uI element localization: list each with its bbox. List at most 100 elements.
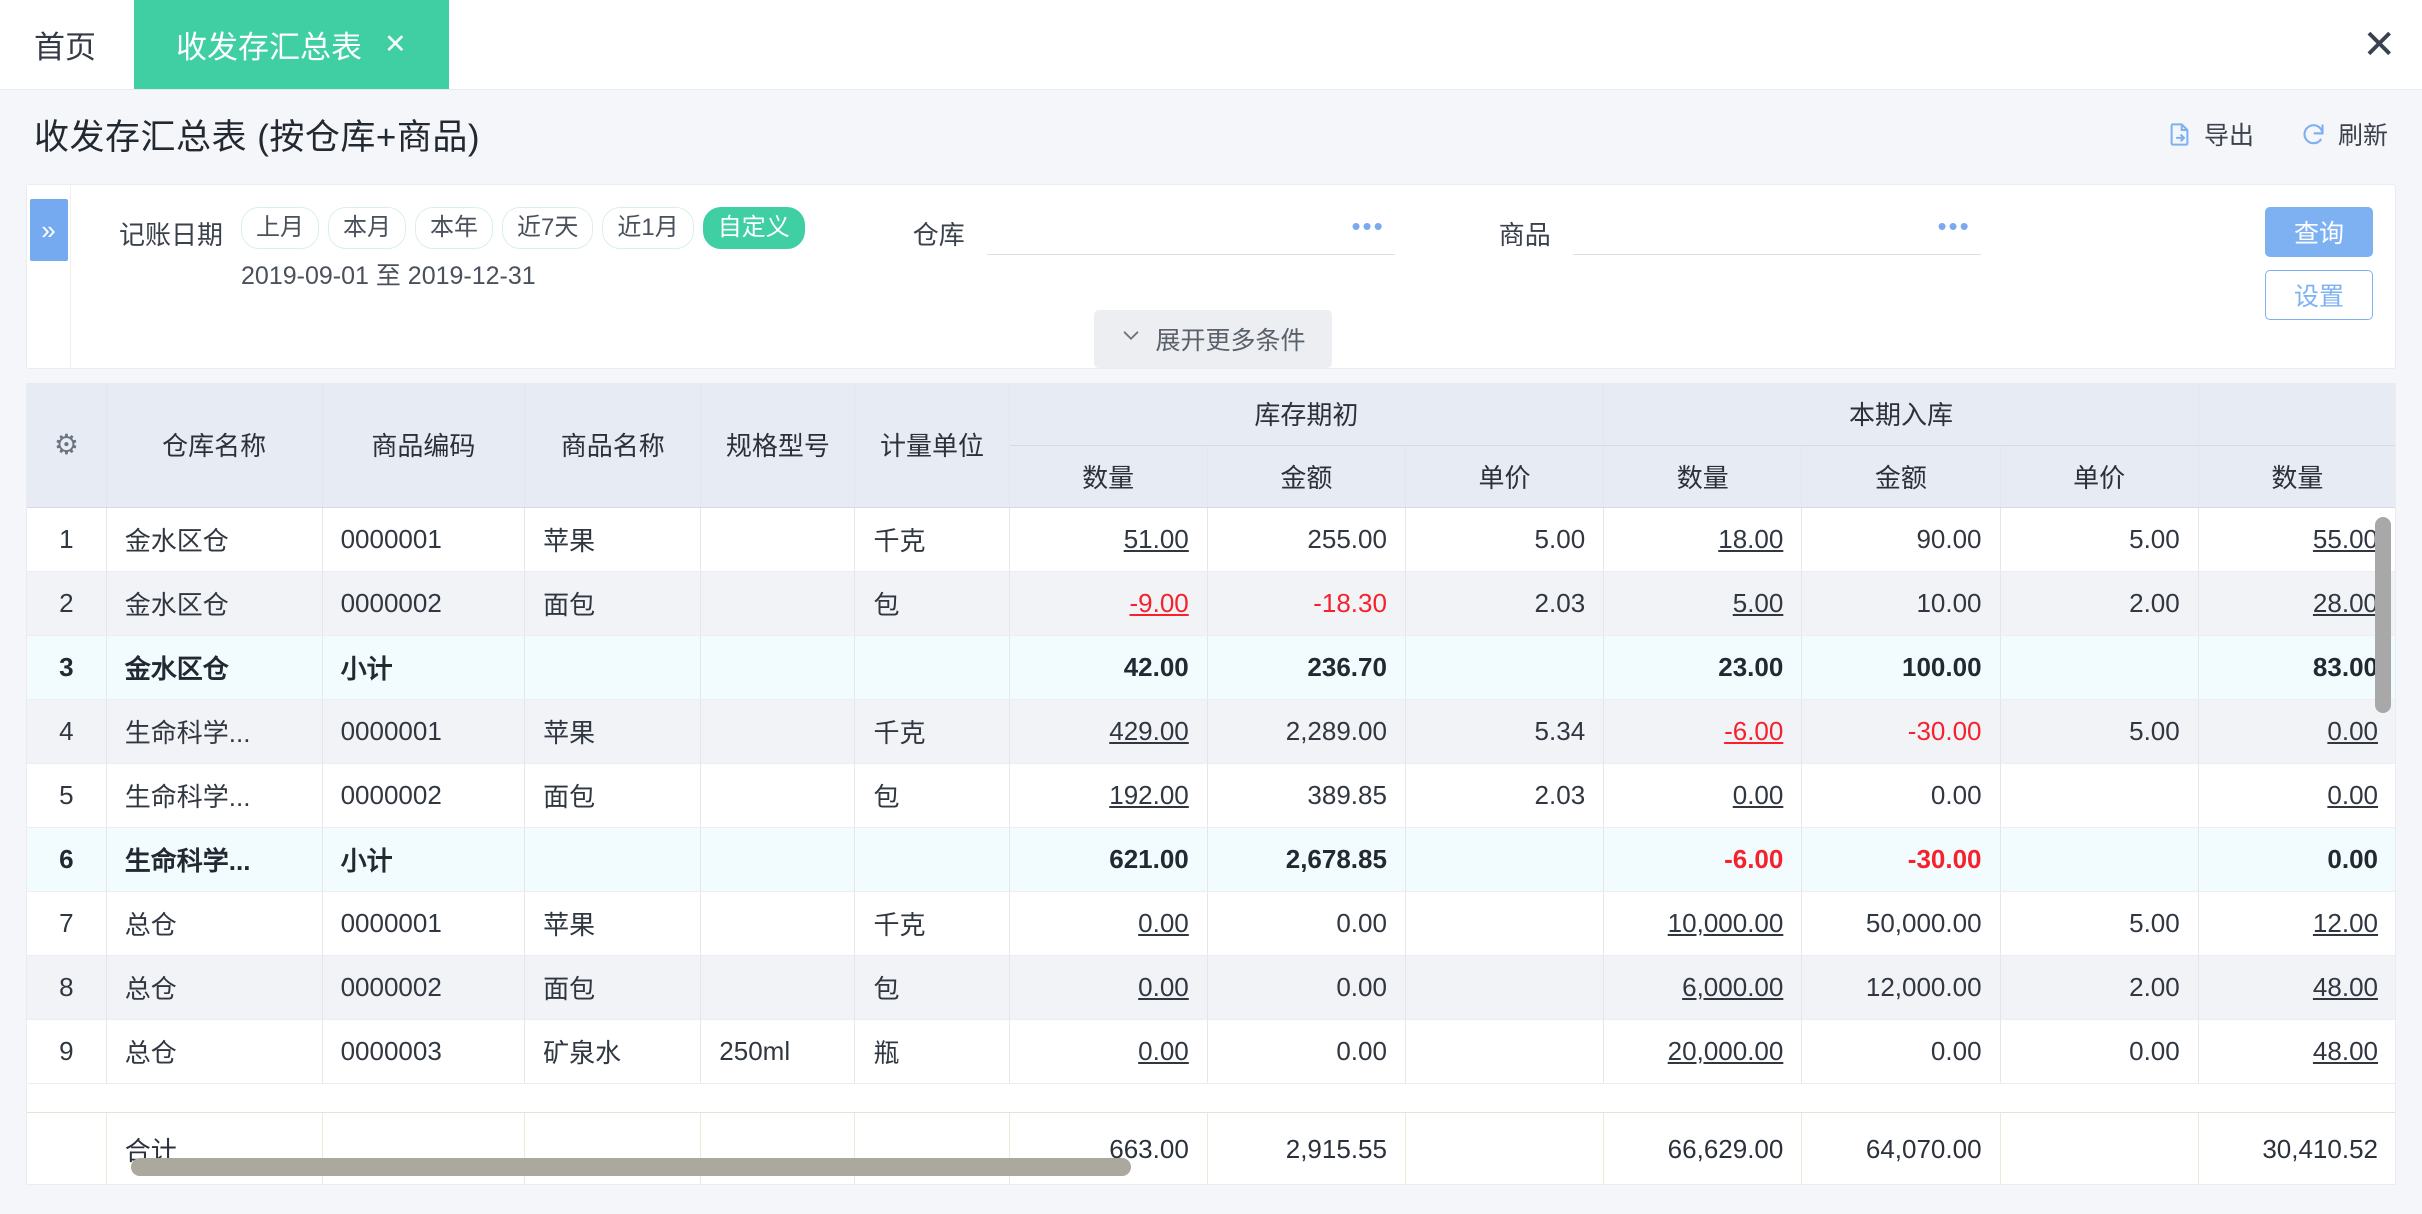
cell-opening-qty-link[interactable]: 0.00 bbox=[1138, 907, 1189, 938]
refresh-button[interactable]: 刷新 bbox=[2300, 116, 2388, 152]
cell-opening-qty[interactable]: 51.00 bbox=[1009, 507, 1208, 572]
settings-button[interactable]: 设置 bbox=[2265, 270, 2373, 320]
date-range-text[interactable]: 2019-09-01 至 2019-12-31 bbox=[241, 262, 536, 290]
tab-home[interactable]: 首页 bbox=[0, 0, 134, 89]
table-row[interactable]: 8 总仓 0000002 面包 包 0.00 0.00 6,000.00 12,000.00 2.… bbox=[27, 955, 2395, 1020]
table-row[interactable]: 3 金水区仓 小计 42.00 236.70 23.00 100.00 83.00 bbox=[27, 635, 2395, 700]
cell-unit: 瓶 bbox=[854, 1019, 1010, 1084]
th-product-name[interactable]: 商品名称 bbox=[524, 383, 702, 508]
th-outbound-qty[interactable]: 数量 bbox=[2198, 445, 2395, 508]
cell-opening-qty[interactable]: -9.00 bbox=[1009, 571, 1208, 636]
cell-outbound-qty[interactable]: 0.00 bbox=[2198, 699, 2395, 764]
th-inbound-price[interactable]: 单价 bbox=[2000, 445, 2199, 508]
cell-inbound-qty-link[interactable]: 20,000.00 bbox=[1667, 1035, 1784, 1066]
cell-inbound-qty[interactable]: 10,000.00 bbox=[1603, 891, 1803, 956]
table-row[interactable]: 2 金水区仓 0000002 面包 包 -9.00 -18.30 2.03 5.00 10.00 2… bbox=[27, 571, 2395, 636]
product-input[interactable]: ••• bbox=[1572, 207, 1981, 255]
tab-inventory-summary[interactable]: 收发存汇总表 ✕ bbox=[134, 0, 449, 89]
cell-opening-qty[interactable]: 0.00 bbox=[1009, 955, 1208, 1020]
cell-outbound-qty[interactable]: 48.00 bbox=[2198, 955, 2395, 1020]
cell-inbound-qty-link[interactable]: -6.00 bbox=[1724, 715, 1784, 746]
cell-row-index: 7 bbox=[27, 891, 107, 956]
cell-opening-qty-link[interactable]: -9.00 bbox=[1129, 587, 1189, 618]
cell-row-index: 6 bbox=[27, 827, 107, 892]
cell-unit bbox=[854, 827, 1010, 892]
th-unit[interactable]: 计量单位 bbox=[854, 383, 1010, 508]
cell-outbound-qty-link[interactable]: 48.00 bbox=[2312, 1035, 2378, 1066]
th-opening-amount[interactable]: 金额 bbox=[1207, 445, 1406, 508]
cell-opening-qty: 621.00 bbox=[1009, 827, 1208, 892]
date-chip-this-year[interactable]: 本年 bbox=[415, 207, 494, 249]
cell-outbound-qty-link[interactable]: 12.00 bbox=[2312, 907, 2378, 938]
query-button[interactable]: 查询 bbox=[2265, 207, 2373, 257]
cell-inbound-qty-link[interactable]: 6,000.00 bbox=[1682, 971, 1784, 1002]
cell-opening-qty-link[interactable]: 51.00 bbox=[1123, 523, 1189, 554]
cell-inbound-qty-link[interactable]: 0.00 bbox=[1732, 779, 1784, 810]
cell-spec-model bbox=[700, 635, 856, 700]
th-product-code[interactable]: 商品编码 bbox=[322, 383, 526, 508]
cell-inbound-qty[interactable]: 20,000.00 bbox=[1603, 1019, 1803, 1084]
window-close-icon[interactable]: ✕ bbox=[2362, 22, 2396, 67]
cell-inbound-qty-link[interactable]: 10,000.00 bbox=[1667, 907, 1784, 938]
table-row[interactable]: 6 生命科学... 小计 621.00 2,678.85 -6.00 -30.00 0.00 bbox=[27, 827, 2395, 892]
cell-inbound-amount-value: -30.00 bbox=[1907, 843, 1982, 874]
cell-inbound-qty[interactable]: -6.00 bbox=[1603, 699, 1803, 764]
cell-product-code: 0000003 bbox=[322, 1019, 526, 1084]
cell-opening-qty[interactable]: 0.00 bbox=[1009, 1019, 1208, 1084]
cell-inbound-qty[interactable]: 6,000.00 bbox=[1603, 955, 1803, 1020]
th-inbound-qty[interactable]: 数量 bbox=[1603, 445, 1803, 508]
cell-inbound-qty-link[interactable]: 5.00 bbox=[1732, 587, 1784, 618]
cell-opening-amount-value: 2,678.85 bbox=[1285, 843, 1387, 874]
date-chip-this-month[interactable]: 本月 bbox=[328, 207, 407, 249]
table-row[interactable]: 4 生命科学... 0000001 苹果 千克 429.00 2,289.00 5.34 -6.… bbox=[27, 699, 2395, 764]
date-chip-last-month[interactable]: 上月 bbox=[241, 207, 320, 249]
collapse-icon[interactable]: » bbox=[29, 199, 68, 261]
th-warehouse-name[interactable]: 仓库名称 bbox=[106, 383, 323, 508]
cell-outbound-qty-link[interactable]: 48.00 bbox=[2312, 971, 2378, 1002]
table-row[interactable]: 9 总仓 0000003 矿泉水 250ml 瓶 0.00 0.00 20,000.00 0.00… bbox=[27, 1019, 2395, 1084]
date-chip-last-7-days[interactable]: 近7天 bbox=[502, 207, 594, 249]
cell-opening-qty-link[interactable]: 0.00 bbox=[1138, 1035, 1189, 1066]
cell-outbound-qty[interactable]: 28.00 bbox=[2198, 571, 2395, 636]
cell-opening-qty-link[interactable]: 192.00 bbox=[1109, 779, 1189, 810]
cell-outbound-qty[interactable]: 12.00 bbox=[2198, 891, 2395, 956]
th-opening-qty[interactable]: 数量 bbox=[1009, 445, 1208, 508]
warehouse-more-icon[interactable]: ••• bbox=[1351, 211, 1385, 241]
vertical-scrollbar[interactable] bbox=[2375, 517, 2391, 713]
th-spec-model[interactable]: 规格型号 bbox=[700, 383, 856, 508]
cell-outbound-qty[interactable]: 48.00 bbox=[2198, 1019, 2395, 1084]
cell-outbound-qty[interactable]: 0.00 bbox=[2198, 763, 2395, 828]
cell-opening-qty-link[interactable]: 429.00 bbox=[1109, 715, 1189, 746]
table-row[interactable]: 1 金水区仓 0000001 苹果 千克 51.00 255.00 5.00 18.00 90.0… bbox=[27, 507, 2395, 572]
th-opening-price[interactable]: 单价 bbox=[1405, 445, 1605, 508]
export-button[interactable]: 导出 bbox=[2166, 116, 2254, 152]
horizontal-scrollbar[interactable] bbox=[131, 1158, 1131, 1176]
table-row[interactable]: 5 生命科学... 0000002 面包 包 192.00 389.85 2.03 0.00 0.… bbox=[27, 763, 2395, 828]
th-inbound-amount[interactable]: 金额 bbox=[1801, 445, 2001, 508]
cell-inbound-qty[interactable]: 0.00 bbox=[1603, 763, 1803, 828]
date-chip-last-1-month[interactable]: 近1月 bbox=[602, 207, 694, 249]
cell-outbound-qty-link[interactable]: 55.00 bbox=[2312, 523, 2378, 554]
expand-more-conditions-button[interactable]: 展开更多条件 bbox=[1094, 310, 1332, 368]
product-more-icon[interactable]: ••• bbox=[1937, 211, 1971, 241]
cell-product-code: 小计 bbox=[322, 635, 526, 700]
cell-inbound-qty[interactable]: 5.00 bbox=[1603, 571, 1803, 636]
date-chip-custom[interactable]: 自定义 bbox=[702, 207, 805, 249]
cell-opening-qty-link[interactable]: 0.00 bbox=[1138, 971, 1189, 1002]
cell-outbound-qty-link[interactable]: 0.00 bbox=[2327, 715, 2378, 746]
cell-inbound-qty-link[interactable]: 18.00 bbox=[1718, 523, 1784, 554]
cell-product-code: 0000002 bbox=[322, 763, 526, 828]
cell-spec-model bbox=[700, 507, 856, 572]
column-settings-button[interactable]: ⚙ bbox=[27, 383, 107, 508]
table-row[interactable]: 7 总仓 0000001 苹果 千克 0.00 0.00 10,000.00 50,000.00… bbox=[27, 891, 2395, 956]
cell-outbound-qty-link[interactable]: 28.00 bbox=[2312, 587, 2378, 618]
cell-opening-qty[interactable]: 192.00 bbox=[1009, 763, 1208, 828]
cell-outbound-qty[interactable]: 55.00 bbox=[2198, 507, 2395, 572]
cell-opening-qty[interactable]: 0.00 bbox=[1009, 891, 1208, 956]
th-group-period-inbound: 本期入库 bbox=[1603, 383, 2199, 446]
warehouse-input[interactable]: ••• bbox=[986, 207, 1395, 255]
cell-opening-qty[interactable]: 429.00 bbox=[1009, 699, 1208, 764]
tab-close-icon[interactable]: ✕ bbox=[384, 29, 407, 59]
cell-outbound-qty-link[interactable]: 0.00 bbox=[2327, 779, 2378, 810]
cell-inbound-qty[interactable]: 18.00 bbox=[1603, 507, 1803, 572]
